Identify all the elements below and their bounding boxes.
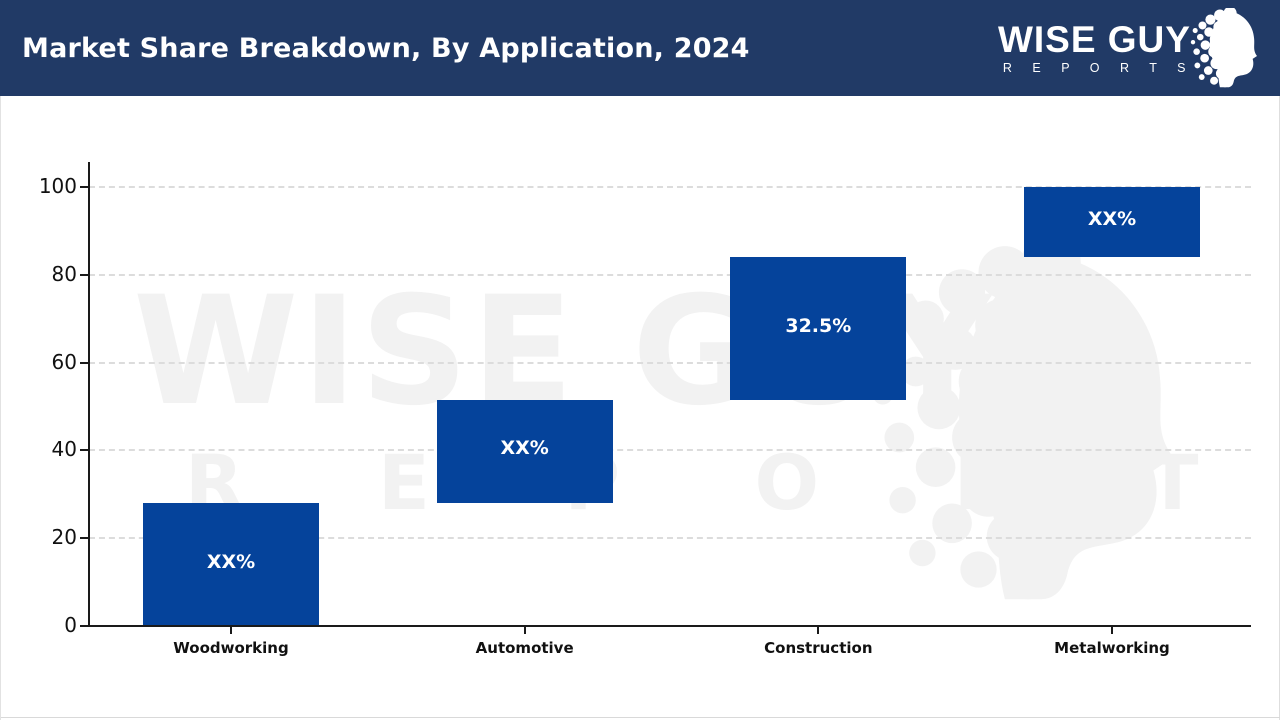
bar-value-label: 32.5% [785,314,852,337]
x-category-label: Automotive [475,639,574,657]
wise-guy-reports-logo: WISE GUY R E P O R T S [995,8,1262,88]
gridline [89,361,1251,364]
y-axis-line [88,162,90,627]
chart-title: Market Share Breakdown, By Application, … [22,32,750,64]
y-tick [80,449,89,452]
x-tick [523,626,526,634]
y-tick-label: 80 [51,261,77,286]
logo-wordmark-sub: R E P O R T S [1002,61,1194,75]
y-tick [80,537,89,540]
gridline [89,186,1251,188]
bar-value-label: XX% [1087,208,1137,231]
gridline [89,449,1251,452]
bar-woodworking [143,503,319,626]
y-tick-label: 0 [64,613,77,637]
chart-body: WISE GUY R E P O R T S 020406080100XX%Wo… [0,96,1280,720]
bar-automotive [436,399,613,504]
x-category-label: Woodworking [173,639,289,657]
x-tick [230,626,232,634]
x-category-label: Construction [764,639,873,657]
y-tick-label: 40 [51,437,77,462]
y-tick-label: 100 [38,174,77,198]
x-axis-line [88,625,1251,627]
gridline [89,537,1251,540]
bottom-divider [1,717,1280,718]
bar-construction [730,257,907,400]
x-tick [1111,626,1113,634]
header-bar: Market Share Breakdown, By Application, … [0,0,1280,96]
logo-wordmark: WISE GUY R E P O R T S [995,21,1194,75]
gridline [89,273,1251,276]
bar-value-label: XX% [206,550,256,573]
bar-metalworking [1024,187,1200,258]
logo-wordmark-main: WISE GUY [997,19,1191,60]
x-category-label: Metalworking [1054,639,1170,657]
y-tick [80,625,89,627]
y-tick-label: 20 [51,525,77,550]
y-tick [80,361,89,364]
y-tick-label: 60 [51,349,77,374]
x-tick [817,626,820,634]
y-tick [80,186,89,188]
y-tick [80,273,89,276]
bar-value-label: XX% [500,437,549,460]
